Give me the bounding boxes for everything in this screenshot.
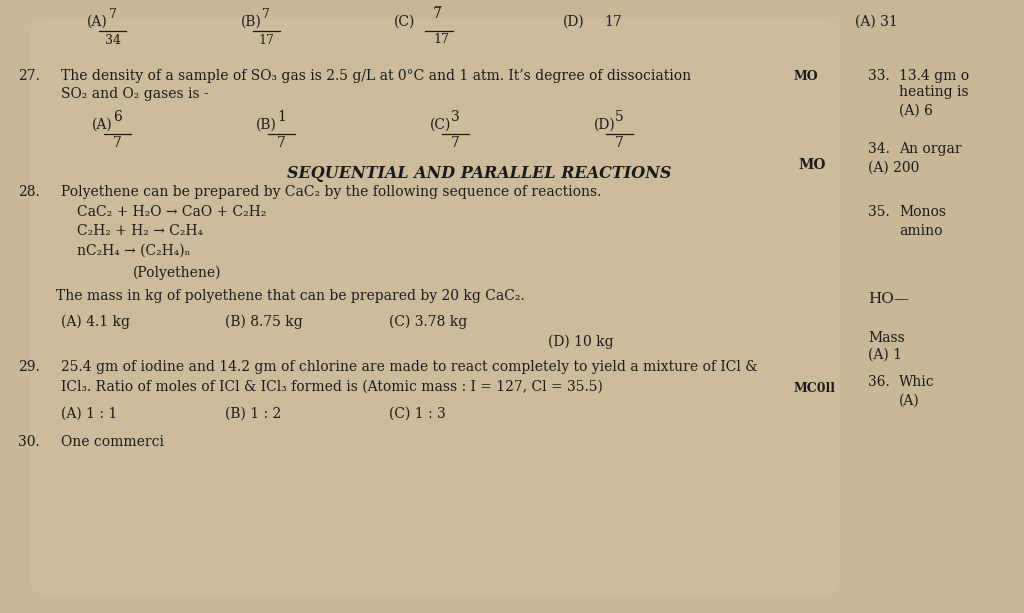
Text: 7: 7 [114, 136, 122, 150]
Text: MO: MO [794, 70, 818, 83]
Text: (D): (D) [594, 118, 615, 132]
FancyBboxPatch shape [31, 18, 840, 595]
Text: 25.4 gm of iodine and 14.2 gm of chlorine are made to react completely to yield : 25.4 gm of iodine and 14.2 gm of chlorin… [61, 360, 758, 374]
Text: (A) 1: (A) 1 [868, 348, 902, 362]
Text: (C) 3.78 kg: (C) 3.78 kg [389, 314, 467, 329]
Text: heating is: heating is [899, 85, 969, 99]
Text: (B) 8.75 kg: (B) 8.75 kg [225, 314, 303, 329]
Text: 5: 5 [615, 110, 624, 124]
Text: 17: 17 [258, 34, 274, 47]
Text: SO₂ and O₂ gases is -: SO₂ and O₂ gases is - [61, 87, 209, 101]
Text: 7̅: 7̅ [433, 7, 442, 21]
Text: 33.: 33. [868, 69, 890, 83]
Text: The mass in kg of polyethene that can be prepared by 20 kg CaC₂.: The mass in kg of polyethene that can be… [56, 289, 525, 303]
Text: (Polyethene): (Polyethene) [133, 265, 221, 280]
Text: 36.: 36. [868, 375, 890, 389]
Text: 6: 6 [114, 110, 122, 124]
Text: C₂H₂ + H₂ → C₂H₄: C₂H₂ + H₂ → C₂H₄ [77, 224, 203, 238]
Text: 30.: 30. [18, 435, 40, 449]
Text: MC0ll: MC0ll [794, 383, 836, 395]
Text: (D) 10 kg: (D) 10 kg [548, 335, 613, 349]
Text: (C) 1 : 3: (C) 1 : 3 [389, 407, 445, 421]
Text: Mass: Mass [868, 331, 905, 345]
Text: 7: 7 [278, 136, 286, 150]
Text: 35.: 35. [868, 205, 890, 219]
Text: 7: 7 [109, 9, 117, 21]
Text: (A): (A) [92, 118, 113, 132]
Text: amino: amino [899, 224, 942, 238]
Text: (A) 1 : 1: (A) 1 : 1 [61, 407, 118, 421]
Text: (B): (B) [241, 15, 261, 29]
Text: HO—: HO— [868, 292, 909, 306]
Text: (A) 31: (A) 31 [855, 15, 898, 29]
Text: 7: 7 [452, 136, 460, 150]
Text: (B) 1 : 2: (B) 1 : 2 [225, 407, 282, 421]
Text: 27.: 27. [18, 69, 40, 83]
Text: 7: 7 [262, 9, 270, 21]
Text: 13.4 gm o: 13.4 gm o [899, 69, 969, 83]
Text: CaC₂ + H₂O → CaO + C₂H₂: CaC₂ + H₂O → CaO + C₂H₂ [77, 205, 266, 219]
Text: Monos: Monos [899, 205, 946, 219]
Text: (A) 6: (A) 6 [899, 104, 933, 118]
Text: The density of a sample of SO₃ gas is 2.5 g/L at 0°C and 1 atm. It’s degree of d: The density of a sample of SO₃ gas is 2.… [61, 69, 691, 83]
Text: 7: 7 [615, 136, 624, 150]
Text: nC₂H₄ → (C₂H₄)ₙ: nC₂H₄ → (C₂H₄)ₙ [77, 244, 190, 258]
Text: 3: 3 [452, 110, 460, 124]
Text: 17: 17 [604, 15, 622, 29]
Text: 1: 1 [278, 110, 286, 124]
Text: An orgar: An orgar [899, 142, 962, 156]
Text: (A): (A) [87, 15, 108, 29]
Text: Polyethene can be prepared by CaC₂ by the following sequence of reactions.: Polyethene can be prepared by CaC₂ by th… [61, 185, 602, 199]
Text: (C): (C) [394, 15, 416, 29]
Text: (B): (B) [256, 118, 276, 132]
Text: Whic: Whic [899, 375, 935, 389]
Text: 34: 34 [104, 34, 121, 47]
Text: 29.: 29. [18, 360, 40, 374]
Text: (D): (D) [563, 15, 585, 29]
Text: One commerci: One commerci [61, 435, 165, 449]
Text: 34.: 34. [868, 142, 890, 156]
Text: MO: MO [799, 158, 826, 172]
Text: ICl₃. Ratio of moles of ICl & ICl₃ formed is (Atomic mass : I = 127, Cl = 35.5): ICl₃. Ratio of moles of ICl & ICl₃ forme… [61, 379, 603, 394]
Text: (C): (C) [430, 118, 452, 132]
Text: (A) 4.1 kg: (A) 4.1 kg [61, 314, 130, 329]
Text: SEQUENTIAL AND PARALLEL REACTIONS: SEQUENTIAL AND PARALLEL REACTIONS [287, 165, 671, 182]
Text: (A) 200: (A) 200 [868, 161, 920, 175]
Text: (A): (A) [899, 394, 920, 408]
Text: 17: 17 [433, 33, 450, 46]
Text: 28.: 28. [18, 185, 40, 199]
